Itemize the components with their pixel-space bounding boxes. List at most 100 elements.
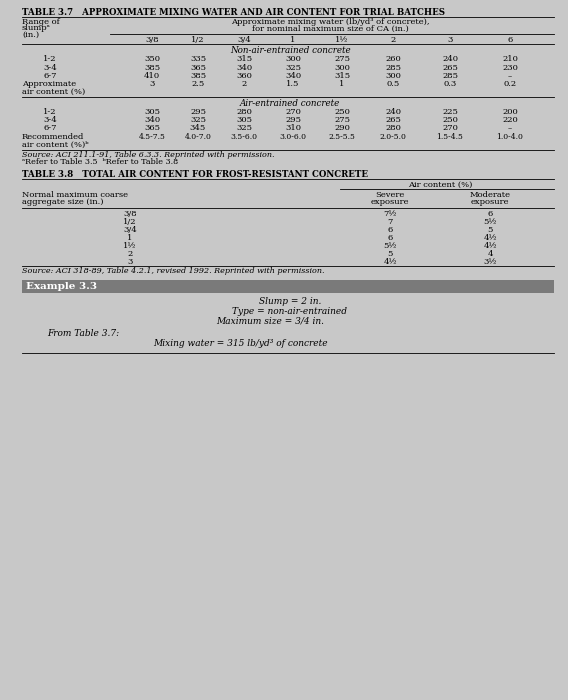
Text: Recommended: Recommended [22,133,85,141]
Text: 6: 6 [387,226,392,234]
Text: From Table 3.7:: From Table 3.7: [47,329,119,338]
Text: Mixing water = 315 lb/yd³ of concrete: Mixing water = 315 lb/yd³ of concrete [153,339,327,348]
Text: 1: 1 [290,36,296,44]
Text: 4½: 4½ [383,258,397,266]
Text: Range of: Range of [22,18,60,26]
Text: 1-2: 1-2 [43,55,57,63]
Text: 270: 270 [285,108,301,116]
Text: 2: 2 [241,80,247,88]
Text: 1.0-4.0: 1.0-4.0 [496,133,524,141]
Text: 250: 250 [442,116,458,124]
Text: 3.5-6.0: 3.5-6.0 [231,133,257,141]
Text: 365: 365 [144,125,160,132]
Text: Maximum size = 3/4 in.: Maximum size = 3/4 in. [216,317,324,326]
Text: 0.2: 0.2 [503,80,516,88]
Text: 1.5: 1.5 [286,80,300,88]
Text: 200: 200 [502,108,518,116]
Text: Non-air-entrained concrete: Non-air-entrained concrete [229,46,350,55]
Text: 300: 300 [285,55,301,63]
Text: 6: 6 [487,210,492,218]
Text: air content (%): air content (%) [22,88,85,96]
Text: 325: 325 [190,116,206,124]
Text: 300: 300 [385,72,401,80]
Text: 305: 305 [144,108,160,116]
Text: 1½: 1½ [335,36,349,44]
Text: 3: 3 [448,36,453,44]
Text: 285: 285 [442,72,458,80]
Text: 6: 6 [507,36,513,44]
Text: 3½: 3½ [483,258,497,266]
Text: Source: ACI 211.1-91, Table 6.3.3. Reprinted with permission.: Source: ACI 211.1-91, Table 6.3.3. Repri… [22,151,274,159]
Text: aggregate size (in.): aggregate size (in.) [22,199,103,206]
Text: 1-2: 1-2 [43,108,57,116]
Text: 1½: 1½ [123,242,137,250]
Text: 225: 225 [442,108,458,116]
Text: 240: 240 [442,55,458,63]
Text: 4½: 4½ [483,242,497,250]
Text: 310: 310 [285,125,301,132]
Text: 315: 315 [236,55,252,63]
Text: 1: 1 [339,80,345,88]
Text: 1/2: 1/2 [123,218,137,226]
Text: 0.5: 0.5 [386,80,400,88]
Text: 2: 2 [127,250,132,258]
Text: 3/4: 3/4 [123,226,137,234]
Text: 5½: 5½ [383,242,397,250]
Text: 275: 275 [334,116,350,124]
Text: 3/8: 3/8 [145,36,159,44]
Text: 2.5: 2.5 [191,80,204,88]
Text: 4: 4 [487,250,493,258]
Text: Example 3.3: Example 3.3 [26,282,97,291]
Bar [22,280,554,293]
Text: slumpᵃ: slumpᵃ [22,25,51,32]
Text: TABLE 3.8   TOTAL AIR CONTENT FOR FROST-RESISTANT CONCRETE: TABLE 3.8 TOTAL AIR CONTENT FOR FROST-RE… [22,170,368,179]
Text: 5: 5 [387,250,392,258]
Text: 340: 340 [144,116,160,124]
Text: 3.0-6.0: 3.0-6.0 [279,133,307,141]
Text: for nominal maximum size of CA (in.): for nominal maximum size of CA (in.) [252,25,408,33]
Text: 240: 240 [385,108,401,116]
Text: 280: 280 [236,108,252,116]
Text: 7: 7 [387,218,392,226]
Text: 4½: 4½ [483,234,497,242]
Text: 295: 295 [285,116,301,124]
Text: 365: 365 [190,64,206,71]
Text: 260: 260 [385,55,401,63]
Text: Approximate: Approximate [22,80,76,88]
Text: –: – [508,125,512,132]
Text: 290: 290 [334,125,350,132]
Text: 2.0-5.0: 2.0-5.0 [379,133,407,141]
Text: 360: 360 [236,72,252,80]
Text: Type = non-air-entrained: Type = non-air-entrained [232,307,348,316]
Text: 350: 350 [144,55,160,63]
Text: Moderate: Moderate [470,191,511,199]
Text: 3-4: 3-4 [43,64,57,71]
Text: Normal maximum coarse: Normal maximum coarse [22,191,128,199]
Text: 385: 385 [144,64,160,71]
Text: Source: ACI 318-89, Table 4.2.1, revised 1992. Reprinted with permission.: Source: ACI 318-89, Table 4.2.1, revised… [22,267,324,275]
Text: Air-entrained concrete: Air-entrained concrete [240,99,340,108]
Text: 305: 305 [236,116,252,124]
Text: 3/4: 3/4 [237,36,251,44]
Text: 2: 2 [390,36,396,44]
Text: 335: 335 [190,55,206,63]
Text: 7½: 7½ [383,210,397,218]
Text: TABLE 3.7   APPROXIMATE MIXING WATER AND AIR CONTENT FOR TRIAL BATCHES: TABLE 3.7 APPROXIMATE MIXING WATER AND A… [22,8,445,17]
Text: 6-7: 6-7 [43,125,57,132]
Text: 5½: 5½ [483,218,497,226]
Text: 285: 285 [385,64,401,71]
Text: 295: 295 [190,108,206,116]
Text: 270: 270 [442,125,458,132]
Text: Air content (%): Air content (%) [408,181,472,189]
Text: 220: 220 [502,116,518,124]
Text: 4.0-7.0: 4.0-7.0 [185,133,211,141]
Text: 6: 6 [387,234,392,242]
Text: 1: 1 [127,234,133,242]
Text: 3: 3 [149,80,154,88]
Text: 1/2: 1/2 [191,36,204,44]
Text: 5: 5 [487,226,492,234]
Text: Slump = 2 in.: Slump = 2 in. [259,297,321,306]
Text: 385: 385 [190,72,206,80]
Text: 3-4: 3-4 [43,116,57,124]
Text: –: – [508,72,512,80]
